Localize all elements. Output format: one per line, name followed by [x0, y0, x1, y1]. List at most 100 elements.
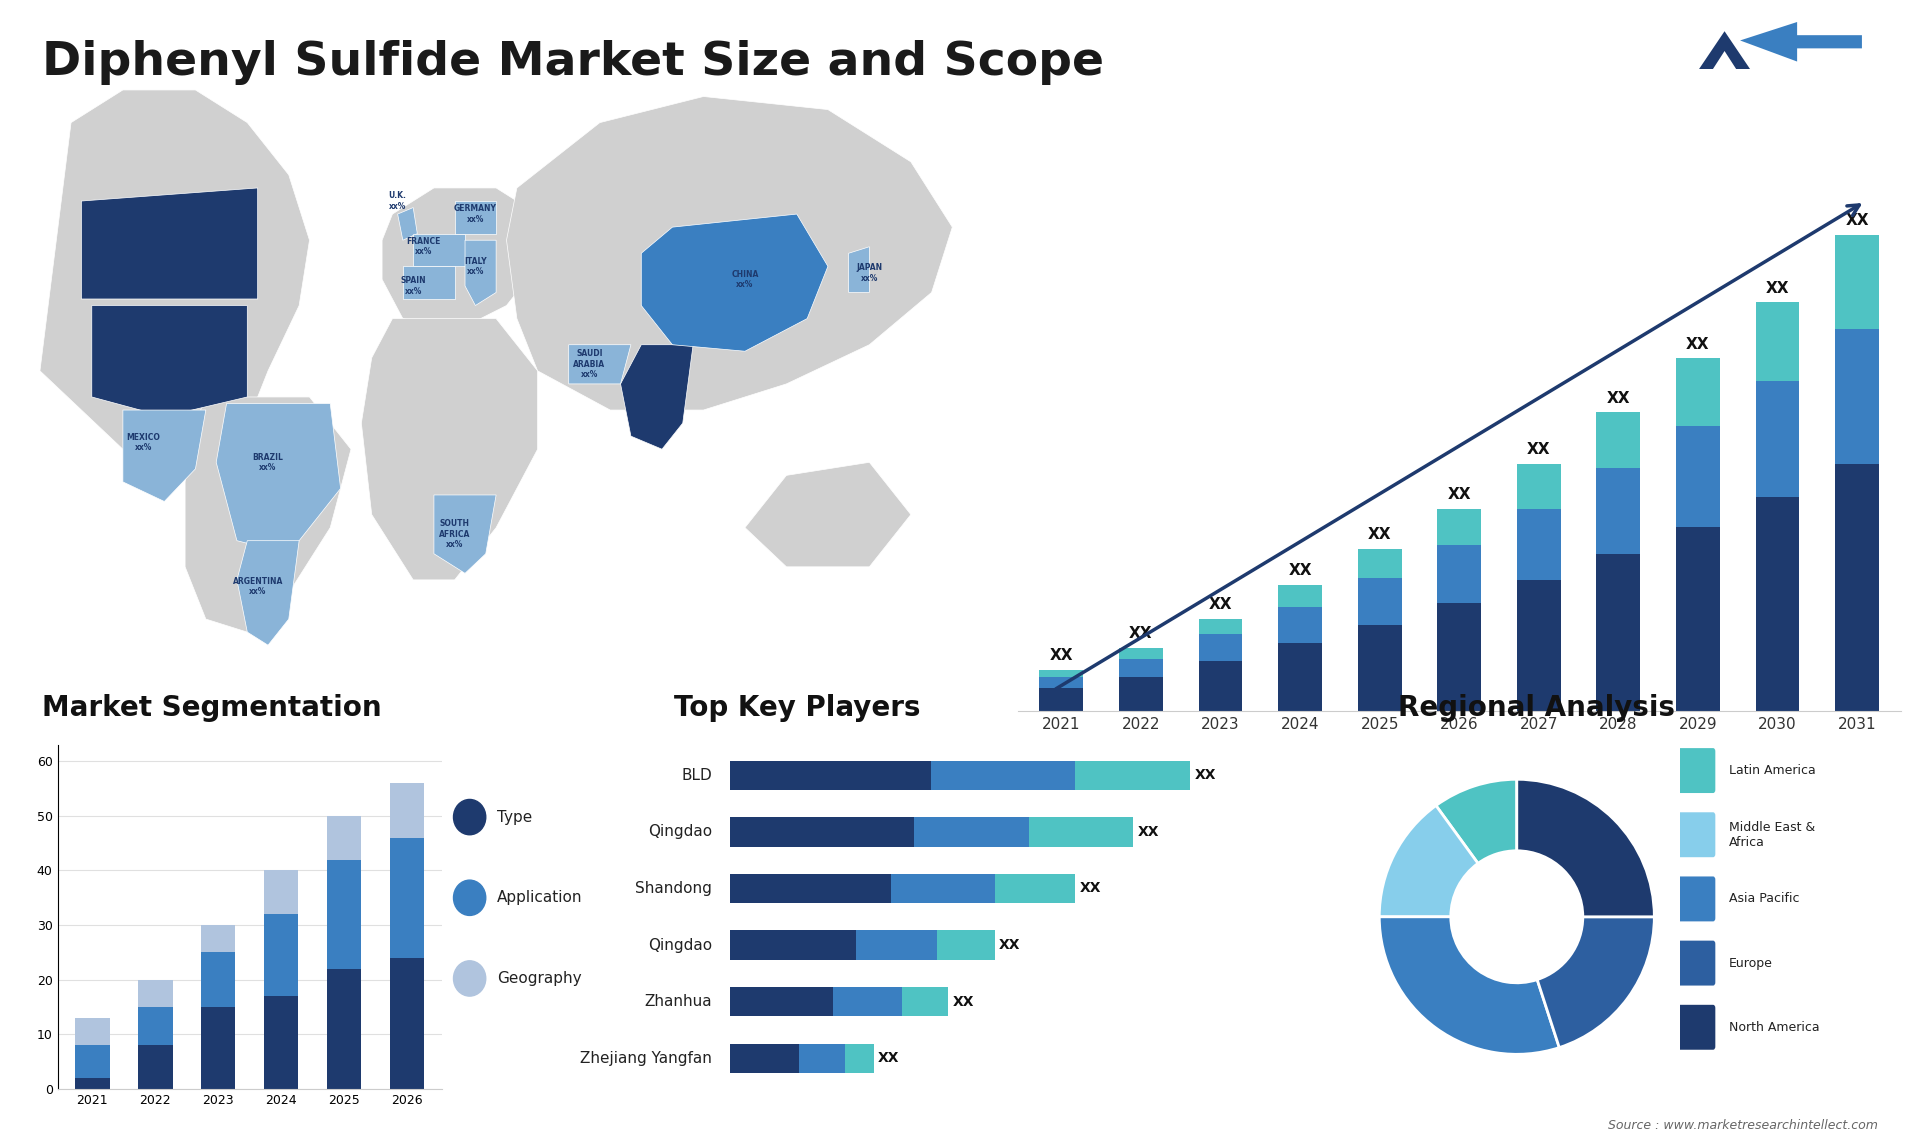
Text: Qingdao: Qingdao [649, 824, 712, 839]
Text: SPAIN
xx%: SPAIN xx% [401, 276, 426, 296]
Circle shape [453, 800, 486, 834]
Wedge shape [1379, 806, 1478, 917]
Bar [1198, 634, 1242, 661]
Text: Shandong: Shandong [636, 881, 712, 896]
Text: XX: XX [998, 939, 1021, 952]
Bar [263, 915, 298, 996]
Bar [138, 980, 173, 1007]
Bar [995, 873, 1075, 903]
Bar [730, 987, 833, 1017]
Text: Diphenyl Sulfide Market Size and Scope: Diphenyl Sulfide Market Size and Scope [42, 40, 1104, 85]
Polygon shape [434, 495, 495, 573]
Bar [75, 1018, 109, 1045]
Polygon shape [40, 91, 309, 462]
Bar [1075, 761, 1190, 790]
Bar [1029, 817, 1133, 847]
Text: XX: XX [1129, 626, 1152, 641]
Bar [390, 838, 424, 958]
Text: GERMANY
xx%: GERMANY xx% [453, 204, 497, 223]
Text: Geography: Geography [497, 971, 582, 986]
Polygon shape [403, 266, 455, 299]
Text: Market Segmentation: Market Segmentation [42, 694, 382, 722]
Text: JAPAN
xx%: JAPAN xx% [856, 264, 883, 283]
Text: XX: XX [1526, 442, 1551, 457]
Text: CHINA
xx%: CHINA xx% [732, 269, 758, 289]
Polygon shape [413, 234, 465, 266]
Bar [1039, 670, 1083, 677]
Wedge shape [1517, 779, 1655, 917]
Polygon shape [361, 319, 538, 580]
Text: MEXICO
xx%: MEXICO xx% [127, 433, 161, 453]
Bar [326, 860, 361, 968]
Polygon shape [1663, 31, 1788, 124]
Text: Application: Application [497, 890, 584, 905]
Bar [1755, 497, 1799, 711]
Bar [1836, 235, 1880, 329]
Bar [1279, 607, 1323, 643]
Bar [931, 761, 1075, 790]
Polygon shape [507, 96, 952, 410]
Bar [390, 958, 424, 1089]
FancyBboxPatch shape [1678, 813, 1715, 857]
Polygon shape [236, 541, 300, 645]
Text: XX: XX [1194, 768, 1217, 783]
Text: XX: XX [1079, 881, 1102, 895]
Text: XX: XX [1288, 563, 1311, 579]
Bar [730, 817, 914, 847]
Bar [730, 761, 931, 790]
Text: RESEARCH: RESEARCH [1803, 91, 1864, 101]
Bar [902, 987, 948, 1017]
Polygon shape [745, 462, 910, 567]
Text: BRAZIL
xx%: BRAZIL xx% [253, 453, 284, 472]
Bar [138, 1045, 173, 1089]
Polygon shape [217, 403, 340, 554]
Polygon shape [568, 345, 632, 384]
FancyBboxPatch shape [1678, 748, 1715, 793]
Text: Zhejiang Yangfan: Zhejiang Yangfan [580, 1051, 712, 1066]
Bar [1836, 329, 1880, 464]
Bar [202, 952, 236, 1007]
Text: XX: XX [1766, 281, 1789, 296]
Bar [937, 931, 995, 960]
Text: XX: XX [1686, 337, 1709, 352]
Wedge shape [1436, 779, 1517, 863]
Text: ARGENTINA
xx%: ARGENTINA xx% [232, 576, 282, 596]
Bar [799, 1044, 845, 1073]
Bar [1279, 584, 1323, 607]
Bar [1517, 464, 1561, 509]
Bar [1438, 544, 1480, 603]
Text: Latin America: Latin America [1728, 764, 1814, 777]
Polygon shape [184, 397, 351, 633]
Bar [1676, 527, 1720, 711]
Bar [856, 931, 937, 960]
Text: BLD: BLD [682, 768, 712, 783]
Text: Middle East &
Africa: Middle East & Africa [1728, 821, 1814, 849]
Bar [833, 987, 902, 1017]
Bar [730, 1044, 799, 1073]
Text: Regional Analysis: Regional Analysis [1398, 694, 1674, 722]
Bar [138, 1007, 173, 1045]
Bar [1198, 619, 1242, 634]
Text: Type: Type [497, 809, 532, 825]
Text: XX: XX [1448, 487, 1471, 502]
Bar [891, 873, 995, 903]
Bar [202, 1007, 236, 1089]
Bar [1357, 549, 1402, 579]
Polygon shape [1740, 22, 1862, 62]
Bar [1596, 469, 1640, 554]
Bar [75, 1077, 109, 1089]
Polygon shape [92, 306, 248, 416]
Polygon shape [620, 345, 693, 449]
Bar [390, 783, 424, 838]
Bar [1119, 677, 1164, 711]
Text: INTELLECT: INTELLECT [1803, 110, 1864, 120]
Bar [914, 817, 1029, 847]
FancyBboxPatch shape [1678, 1005, 1715, 1050]
Bar [1438, 509, 1480, 544]
Text: Europe: Europe [1728, 957, 1772, 970]
Bar [1119, 647, 1164, 659]
FancyBboxPatch shape [1678, 941, 1715, 986]
Bar [1517, 509, 1561, 581]
Bar [730, 873, 891, 903]
Text: SOUTH
AFRICA
xx%: SOUTH AFRICA xx% [440, 519, 470, 549]
